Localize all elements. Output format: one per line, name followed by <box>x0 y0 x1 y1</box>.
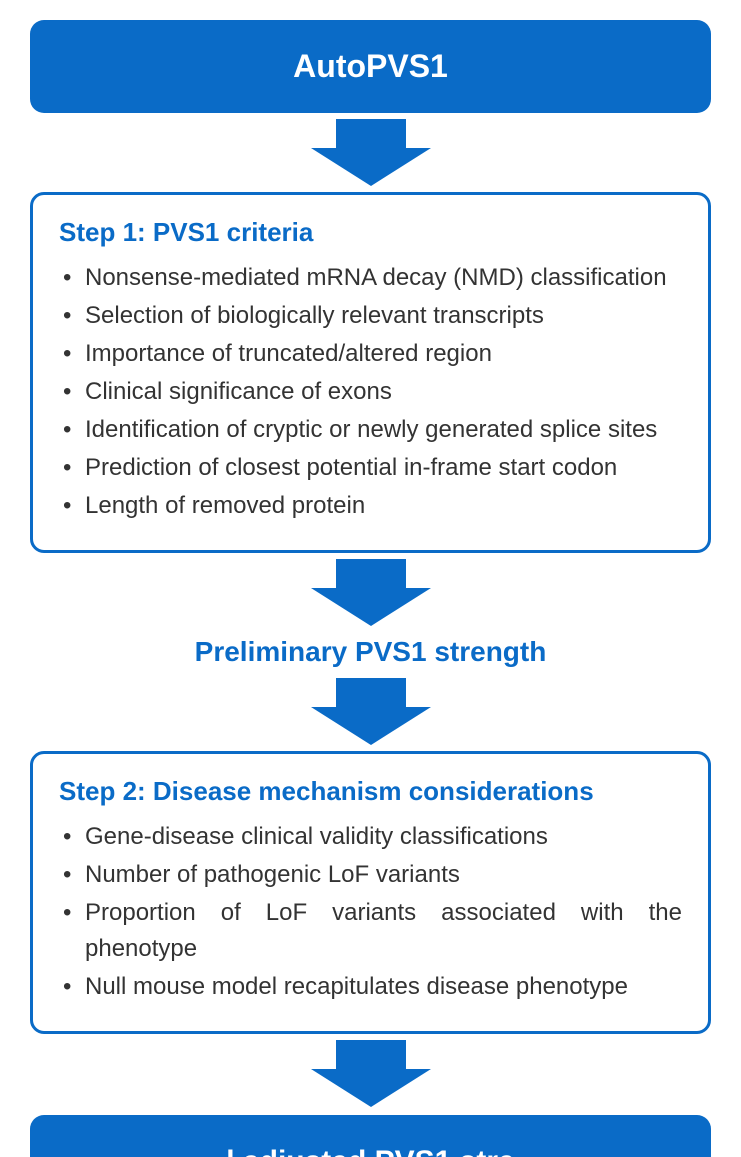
list-item: Nonsense-mediated mRNA decay (NMD) class… <box>59 260 682 296</box>
header-title: AutoPVS1 <box>293 48 448 84</box>
step2-list: Gene-disease clinical validity classific… <box>59 819 682 1005</box>
preliminary-label: Preliminary PVS1 strength <box>195 636 547 668</box>
arrow-1 <box>311 119 431 186</box>
arrow-body <box>336 119 406 149</box>
step2-box: Step 2: Disease mechanism considerations… <box>30 751 711 1034</box>
step2-title: Step 2: Disease mechanism considerations <box>59 776 682 807</box>
list-item: Prediction of closest potential in-frame… <box>59 450 682 486</box>
footer-box: l adjusted PVS1 stre <box>30 1115 711 1157</box>
step1-list: Nonsense-mediated mRNA decay (NMD) class… <box>59 260 682 524</box>
arrow-4 <box>311 1040 431 1107</box>
list-item: Proportion of LoF variants associated wi… <box>59 895 682 967</box>
footer-title: l adjusted PVS1 stre <box>226 1145 514 1157</box>
arrow-head <box>311 1069 431 1107</box>
arrow-3 <box>311 678 431 745</box>
arrow-2 <box>311 559 431 626</box>
arrow-body <box>336 559 406 589</box>
list-item: Clinical significance of exons <box>59 374 682 410</box>
list-item: Number of pathogenic LoF variants <box>59 857 682 893</box>
list-item: Length of removed protein <box>59 488 682 524</box>
arrow-body <box>336 678 406 708</box>
list-item: Gene-disease clinical validity classific… <box>59 819 682 855</box>
list-item: Identification of cryptic or newly gener… <box>59 412 682 448</box>
arrow-head <box>311 588 431 626</box>
step1-box: Step 1: PVS1 criteria Nonsense-mediated … <box>30 192 711 553</box>
list-item: Importance of truncated/altered region <box>59 336 682 372</box>
header-box: AutoPVS1 <box>30 20 711 113</box>
arrow-body <box>336 1040 406 1070</box>
list-item: Selection of biologically relevant trans… <box>59 298 682 334</box>
arrow-head <box>311 148 431 186</box>
arrow-head <box>311 707 431 745</box>
step1-title: Step 1: PVS1 criteria <box>59 217 682 248</box>
list-item: Null mouse model recapitulates disease p… <box>59 969 682 1005</box>
